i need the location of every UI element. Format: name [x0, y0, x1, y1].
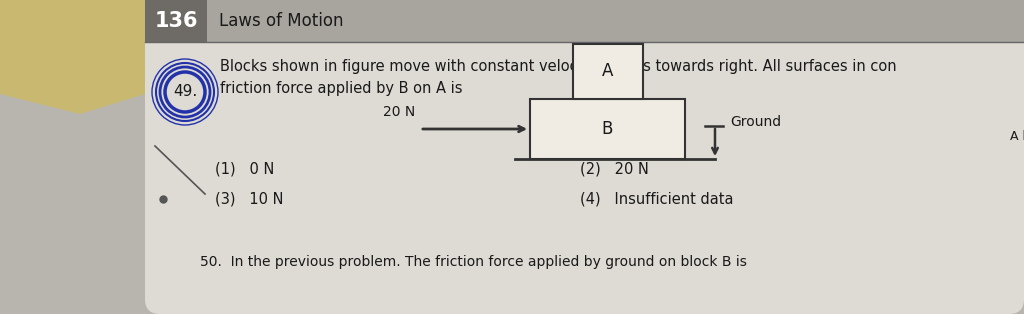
- Polygon shape: [0, 0, 145, 114]
- Bar: [530, 99, 685, 159]
- Text: A block of mass 1: A block of mass 1: [1010, 129, 1024, 143]
- Text: Ground: Ground: [730, 115, 781, 129]
- Bar: [145, 0, 1024, 42]
- Text: 20 N: 20 N: [383, 105, 415, 119]
- Bar: [572, 44, 642, 99]
- Bar: [145, 0, 207, 42]
- Text: B: B: [602, 120, 613, 138]
- Text: (1)   0 N: (1) 0 N: [215, 161, 274, 176]
- Text: (4)   Insufficient data: (4) Insufficient data: [580, 192, 733, 207]
- Text: 49.: 49.: [173, 84, 198, 100]
- Text: A: A: [602, 62, 613, 80]
- Text: 50.  In the previous problem. The friction force applied by ground on block B is: 50. In the previous problem. The frictio…: [200, 255, 746, 269]
- Text: (2)   20 N: (2) 20 N: [580, 161, 649, 176]
- Text: 136: 136: [155, 11, 198, 31]
- Text: (3)   10 N: (3) 10 N: [215, 192, 284, 207]
- Text: Blocks shown in figure move with constant velocity 10 m/s towards right. All sur: Blocks shown in figure move with constan…: [220, 58, 897, 73]
- Text: friction force applied by B on A is: friction force applied by B on A is: [220, 82, 463, 96]
- FancyBboxPatch shape: [145, 0, 1024, 314]
- Text: Laws of Motion: Laws of Motion: [219, 12, 343, 30]
